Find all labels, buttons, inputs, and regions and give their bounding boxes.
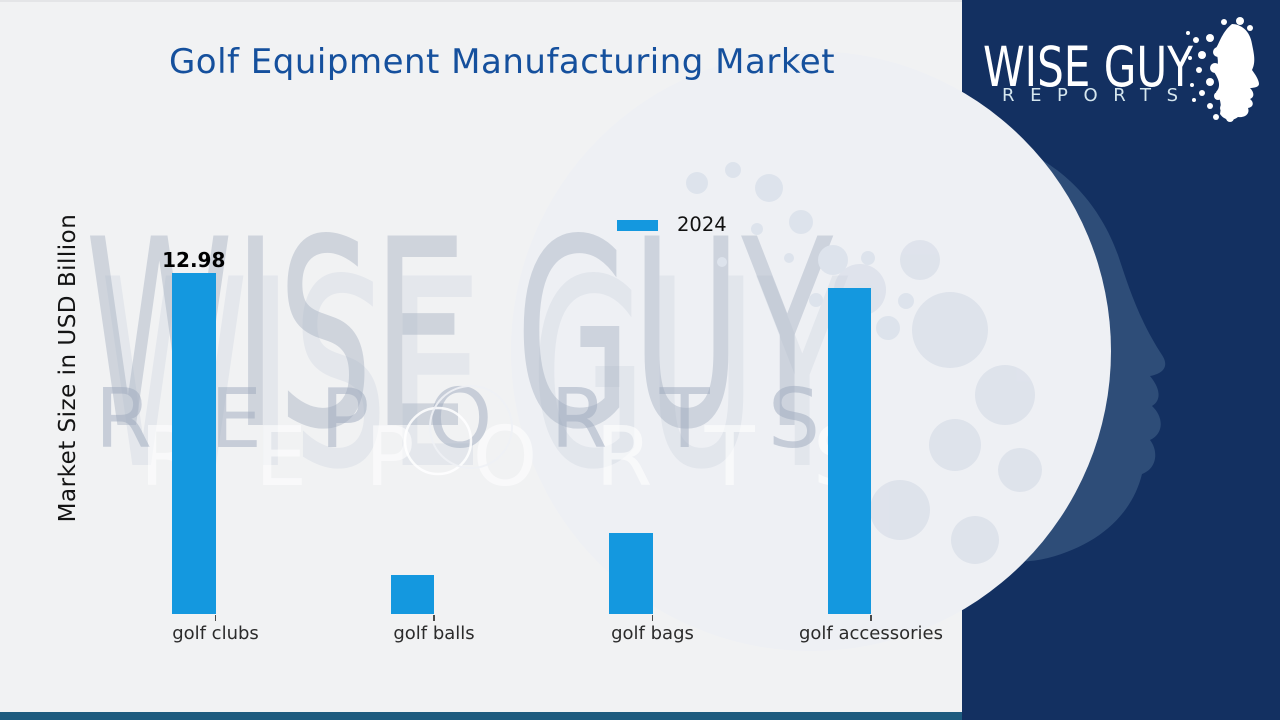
legend-swatch-2024 bbox=[617, 219, 658, 231]
watermark: WISE GUY WISE GUY REPORTS REPORTS bbox=[85, 162, 914, 527]
logo-wiseguy-text: WISE GUY bbox=[983, 35, 1193, 99]
x-axis-tick bbox=[433, 615, 435, 621]
logo: WISE GUY REPORTS bbox=[983, 17, 1259, 122]
watermark-ball-outline-2 bbox=[429, 385, 513, 469]
bar-golf-accessories bbox=[827, 288, 871, 614]
watermark-wiseguy-ghost: WISE GUY bbox=[100, 225, 850, 527]
x-axis-tick bbox=[214, 615, 217, 621]
page-title: Golf Equipment Manufacturing Market bbox=[168, 42, 836, 82]
logo-head-dots-icon bbox=[1186, 17, 1253, 122]
legend-label-2024: 2024 bbox=[677, 213, 727, 237]
top-hairline bbox=[0, 0, 1280, 2]
bar-golf-balls bbox=[390, 574, 434, 614]
bottom-bar bbox=[0, 712, 1280, 720]
watermark-reports-ghost: REPORTS bbox=[140, 410, 865, 505]
bar-golf-bags bbox=[609, 532, 653, 614]
x-axis-tick bbox=[870, 615, 872, 621]
light-circle-backdrop bbox=[511, 51, 1111, 651]
legend: 2024 bbox=[617, 212, 727, 238]
logo-face-icon bbox=[1214, 24, 1259, 120]
category-label: golf accessories bbox=[798, 623, 944, 644]
x-axis-tick bbox=[651, 615, 654, 621]
category-label: golf clubs bbox=[172, 623, 259, 644]
category-label: golf bags bbox=[611, 623, 694, 644]
bar-value-label: 12.98 bbox=[162, 248, 226, 272]
category-label: golf balls bbox=[393, 623, 475, 644]
bar-golf-clubs bbox=[172, 273, 216, 614]
watermark-ball-outline bbox=[403, 406, 473, 476]
